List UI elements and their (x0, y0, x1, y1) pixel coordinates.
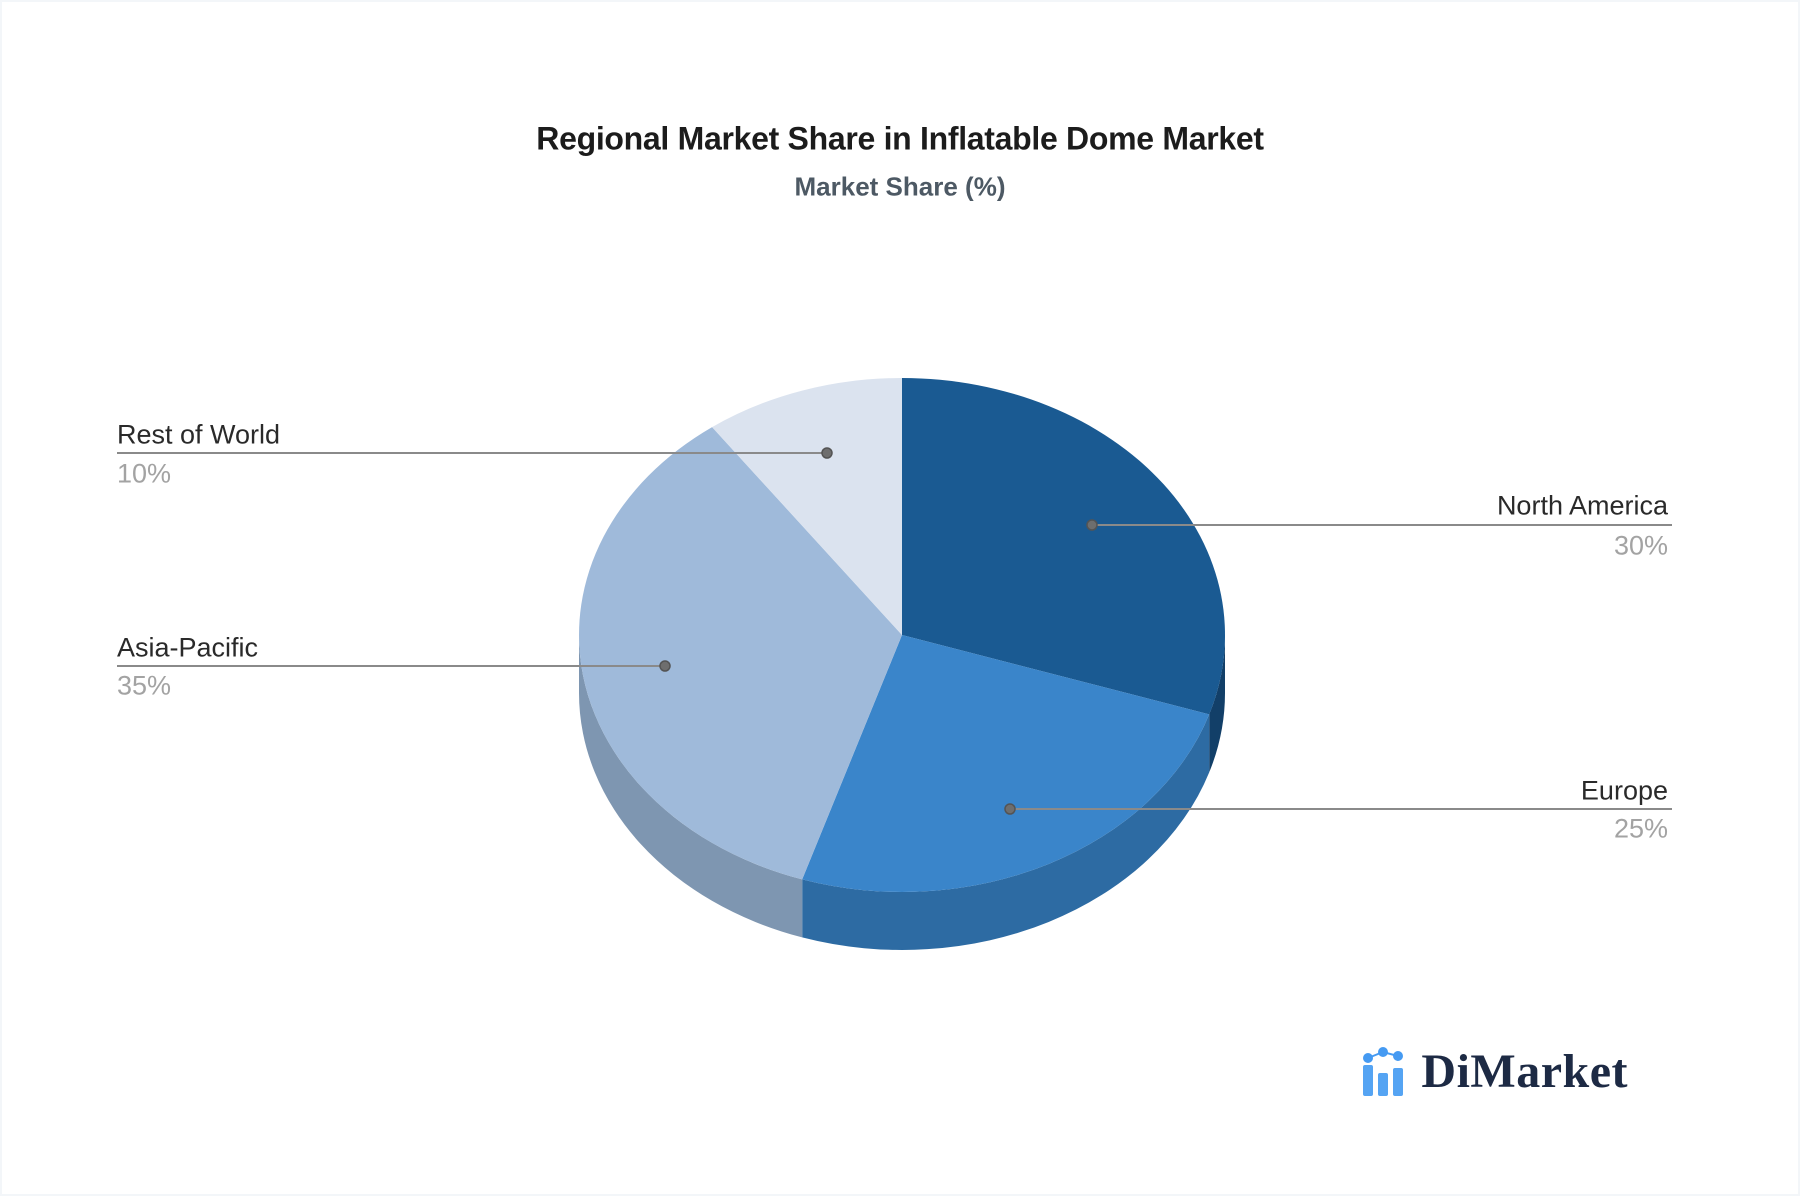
pie-slice-asia-pacific[interactable] (579, 427, 902, 880)
chart-subtitle: Market Share (%) (794, 171, 1006, 202)
label-asia-pacific: Asia-Pacific (117, 632, 259, 663)
brand-logo-text: DiMarket (1421, 1045, 1628, 1098)
pie-side-north-america (1209, 635, 1225, 773)
pie-side-europe (802, 714, 1210, 950)
pie-slice-rest-of-world[interactable] (712, 378, 902, 635)
callout-dot-europe (1004, 803, 1016, 815)
callout-dot-rest-of-world (821, 447, 833, 459)
callout-dot-north-america (1086, 519, 1098, 531)
label-north-america: North America (1496, 490, 1668, 521)
label-europe: Europe (1580, 775, 1668, 806)
pct-asia-pacific: 35% (117, 670, 172, 701)
pct-rest-of-world: 10% (117, 458, 172, 489)
chart-title: Regional Market Share in Inflatable Dome… (536, 120, 1264, 157)
callout-dot-asia-pacific (659, 660, 671, 672)
brand-logo: DiMarket (1361, 1040, 1628, 1096)
pie-slice-europe[interactable] (802, 635, 1210, 892)
label-rest-of-world: Rest of World (117, 419, 281, 450)
pie-slice-north-america[interactable] (902, 378, 1226, 715)
bar-chart-with-trend-dots-icon (1363, 1047, 1404, 1096)
pie-side-asia-pacific (579, 635, 803, 938)
pct-europe: 25% (1613, 813, 1668, 844)
pct-north-america: 30% (1613, 530, 1668, 561)
